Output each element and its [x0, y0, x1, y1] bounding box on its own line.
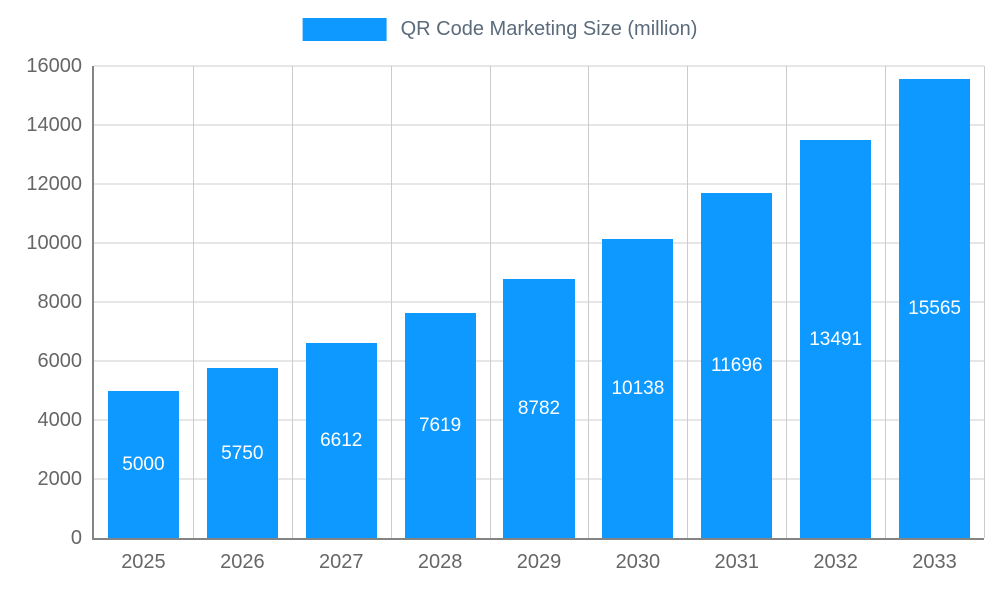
- bar-value-label: 15565: [908, 297, 961, 319]
- bar-value-label: 8782: [517, 397, 561, 419]
- v-gridline: [390, 66, 392, 538]
- v-gridline: [588, 66, 590, 538]
- bar-value-label: 6612: [320, 429, 363, 451]
- v-gridline: [885, 66, 887, 538]
- x-axis-tick-label: 2025: [121, 551, 166, 573]
- bar: 10138: [602, 238, 674, 538]
- y-axis-tick-label: 8000: [37, 291, 83, 313]
- h-gridline: [94, 65, 984, 67]
- bar-value-label: 5750: [221, 442, 264, 464]
- bar-value-label: 10138: [611, 377, 665, 399]
- legend-swatch: [302, 18, 387, 41]
- plot-area: 0 2000 4000 6000 8000 10000 12000 14000 16000 500…: [26, 56, 985, 572]
- y-axis-tick-label: 0: [70, 527, 82, 549]
- v-gridline: [489, 66, 491, 538]
- chart-title: QR Code Marketing Size (million): [400, 18, 698, 40]
- bar: 11696: [701, 192, 773, 538]
- chart-legend[interactable]: QR Code Marketing Size (million): [302, 18, 698, 41]
- x-axis-tick-label: 2030: [615, 551, 661, 573]
- bar: 8782: [503, 278, 575, 538]
- bar-value-label: 7619: [418, 415, 462, 437]
- bar-value-label: 11696: [711, 354, 763, 376]
- x-axis-tick-label: 2028: [417, 551, 463, 573]
- bar: 15565: [898, 78, 971, 538]
- v-gridline: [192, 66, 194, 538]
- bar: 6612: [305, 342, 377, 538]
- v-gridline: [291, 66, 293, 538]
- y-axis-tick-label: 16000: [26, 55, 82, 77]
- x-axis-tick-label: 2029: [516, 551, 562, 573]
- bar: 13491: [800, 140, 872, 538]
- y-axis-tick-label: 14000: [26, 114, 82, 136]
- v-gridline: [984, 66, 985, 538]
- x-axis-tick-label: 2033: [912, 551, 957, 573]
- y-axis-tick-label: 6000: [37, 350, 83, 372]
- bar-value-label: 5000: [122, 453, 165, 475]
- y-axis-tick-label: 4000: [37, 409, 83, 431]
- h-gridline: [94, 124, 984, 126]
- y-axis-tick-label: 12000: [26, 173, 82, 195]
- v-gridline: [786, 66, 788, 538]
- x-axis-tick-label: 2031: [714, 551, 760, 573]
- bar-value-label: 13491: [809, 328, 863, 350]
- h-gridline: [94, 242, 984, 244]
- bar: 7619: [404, 313, 476, 538]
- bar: 5750: [206, 368, 278, 538]
- y-axis-tick-label: 10000: [26, 232, 82, 254]
- h-gridline: [94, 183, 984, 185]
- x-axis-tick-label: 2032: [813, 551, 858, 573]
- bar: 5000: [107, 390, 180, 538]
- v-gridline: [687, 66, 689, 538]
- x-axis-tick-label: 2026: [220, 551, 265, 573]
- x-axis-tick-label: 2027: [318, 551, 364, 573]
- y-axis-tick-label: 2000: [37, 468, 83, 490]
